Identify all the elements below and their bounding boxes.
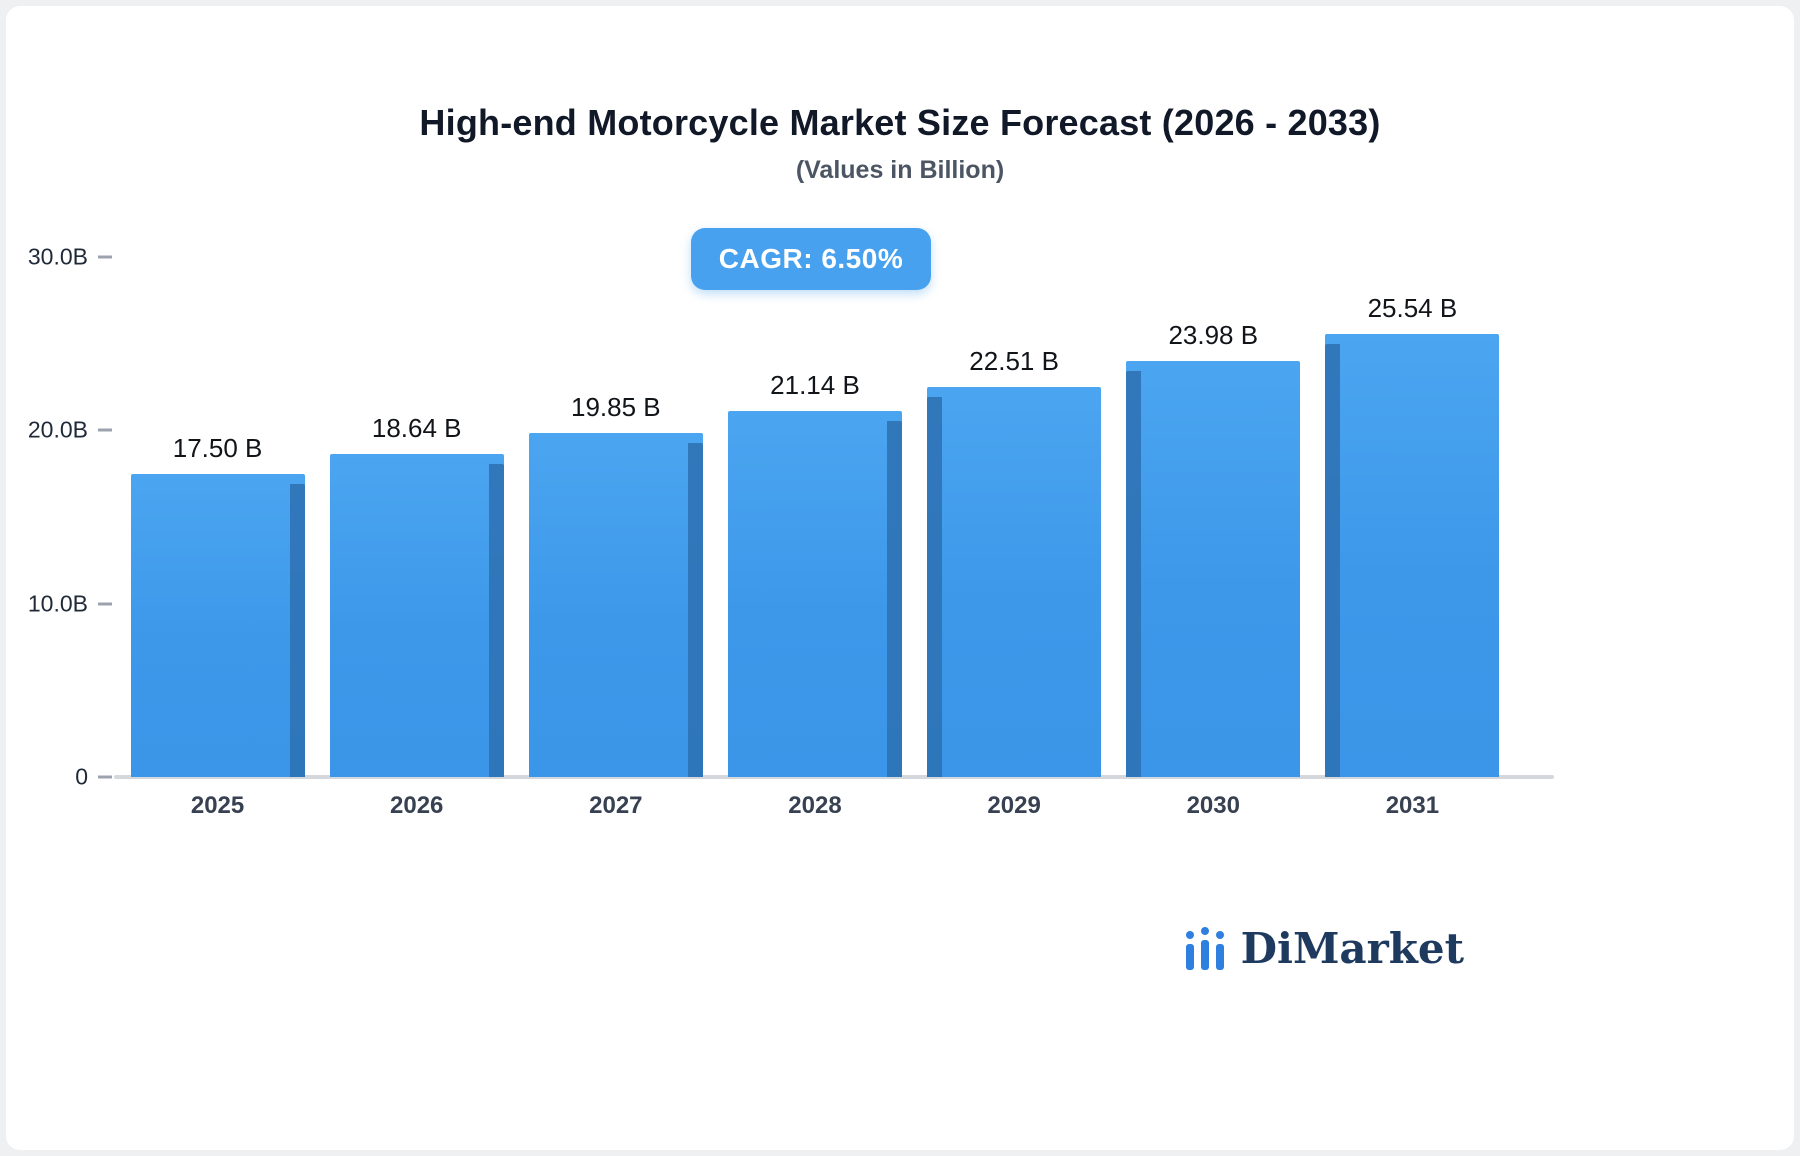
y-tick-label: 30.0B [27,243,88,270]
y-tick-label: 0 [75,763,88,790]
y-tick-mark [98,428,112,432]
y-tick-mark [98,602,112,606]
x-label-2025: 2025 [190,792,245,819]
bar-2030 [1126,361,1301,777]
brand-logo: DiMarket [1183,926,1464,970]
y-tick-mark [98,255,112,259]
bar-value-label: 17.50 B [172,432,263,463]
bar-group-2029: 22.51 B [927,257,1102,777]
bar-2029 [927,386,1102,777]
x-axis-labels: 2025 2026 2027 2028 2029 2030 2031 [118,792,1512,820]
chart-card: High-end Motorcycle Market Size Forecast… [6,6,1794,1150]
x-label-2031: 2031 [1385,792,1440,819]
bar-group-2031: 25.54 B [1325,257,1500,777]
bar-group-2028: 21.14 B [727,257,902,777]
y-tick-30: 30.0B [28,244,118,271]
bar-3d-side [289,483,305,777]
bar-value-label: 23.98 B [1168,320,1259,351]
bar-3d-side [687,442,703,777]
cagr-badge-label: CAGR: 6.50% [718,243,904,274]
y-tick-0: 0 [75,764,118,791]
x-label-2028: 2028 [788,792,842,819]
bar-3d-side [1325,344,1341,777]
x-axis-baseline [114,775,1554,779]
y-tick-20: 20.0B [28,417,118,444]
bar-2027 [528,432,703,777]
x-label-2027: 2027 [589,792,643,819]
bar-2025 [130,473,305,777]
bar-value-label: 19.85 B [571,391,661,422]
x-label-2026: 2026 [390,792,444,819]
bar-group-2025: 17.50 B [130,257,305,777]
bar-value-label: 18.64 B [371,412,462,443]
bar-group-2027: 19.85 B [528,257,703,777]
x-label-2030: 2030 [1186,792,1240,819]
bar-2031 [1325,334,1500,777]
bars-container: 17.50 B 18.64 B 19.85 B 21.14 B 22.51 B 23.98… [118,257,1512,777]
bar-3d-side [886,420,902,777]
y-tick-label: 10.0B [27,590,88,617]
y-tick-10: 10.0B [28,590,118,617]
bar-chart: 30.0B 20.0B 10.0B 0 17.50 B 18.64 B 19.85 B 21… [6,6,1794,1150]
chart-subtitle: (Values in Billion) [795,156,1005,184]
x-label-2029: 2029 [987,792,1041,819]
bar-value-label: 21.14 B [770,369,860,400]
dimarket-logo-icon [1185,927,1224,970]
bar-group-2030: 23.98 B [1126,257,1301,777]
cagr-badge: CAGR: 6.50% [691,228,931,290]
bar-2028 [727,410,902,777]
bar-3d-side [488,463,504,777]
plot-area: 30.0B 20.0B 10.0B 0 17.50 B 18.64 B 19.85 B 21… [28,244,1554,790]
bar-value-label: 25.54 B [1367,293,1458,324]
logo-text: DiMarket [1240,924,1464,973]
bar-value-label: 22.51 B [969,345,1059,376]
y-tick-label: 20.0B [27,416,88,443]
bar-3d-side [1126,371,1142,777]
bar-group-2026: 18.64 B [329,257,504,777]
chart-title: High-end Motorcycle Market Size Forecast… [419,102,1381,143]
bar-3d-side [927,396,943,777]
bar-2026 [329,453,504,777]
y-tick-mark [98,775,112,779]
